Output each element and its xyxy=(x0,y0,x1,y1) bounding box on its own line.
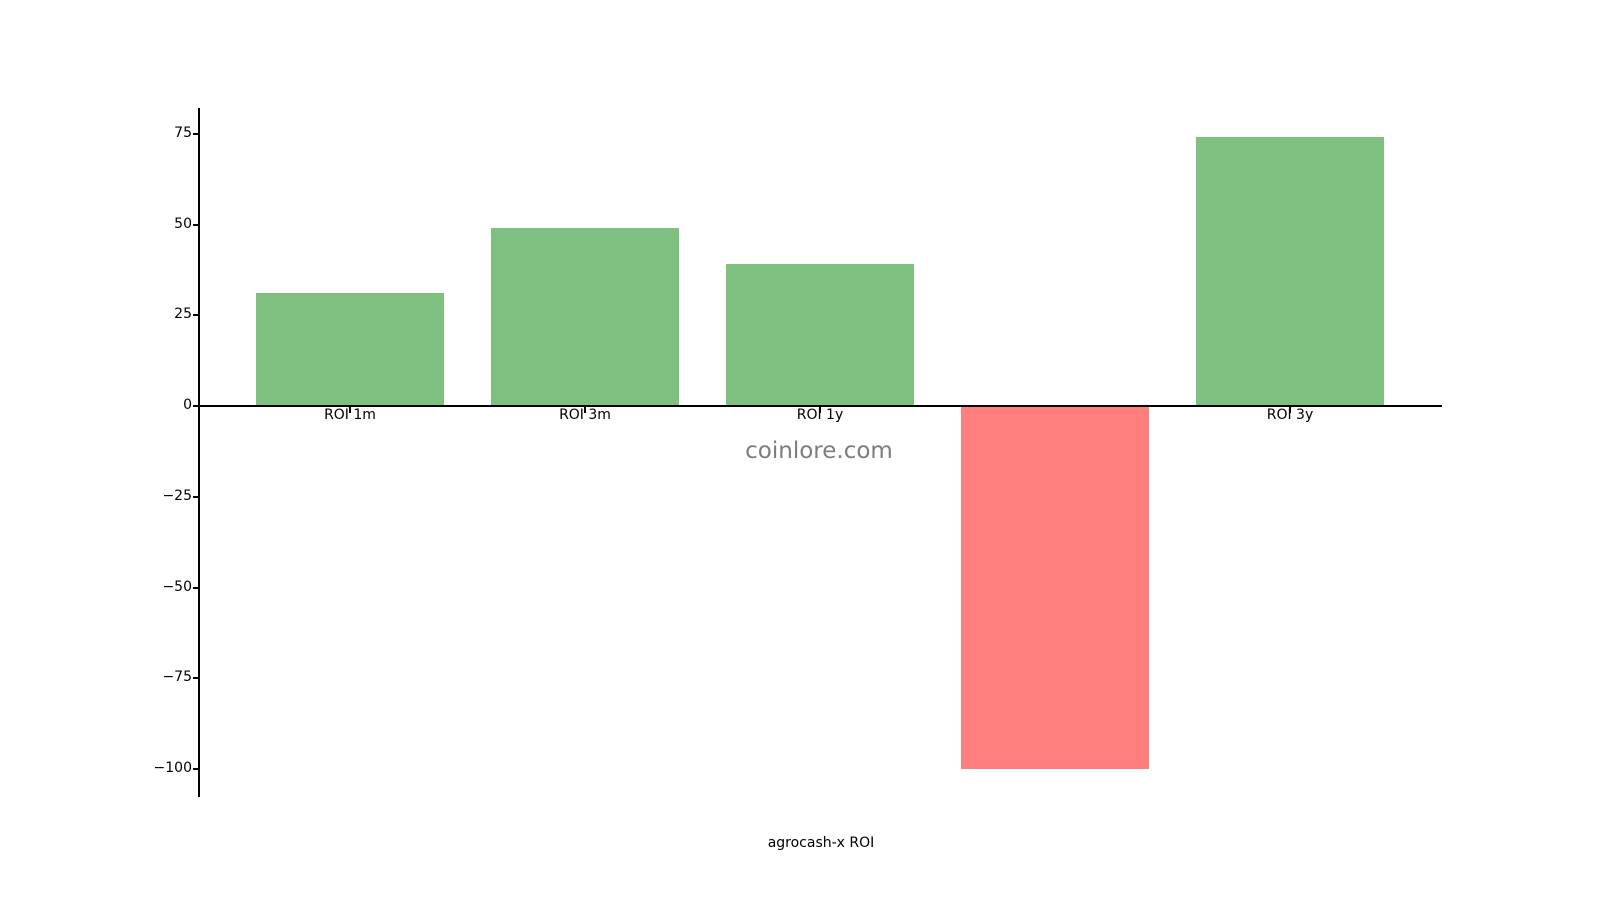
y-tick-label: 75 xyxy=(174,124,192,141)
y-tick-label: −75 xyxy=(162,669,192,686)
x-tick-label: ROI 3y xyxy=(1266,407,1314,423)
y-tick-mark xyxy=(193,495,200,498)
y-tick-mark xyxy=(193,677,200,680)
y-axis-spine xyxy=(198,108,200,797)
y-tick-mark xyxy=(193,314,200,317)
x-tick-mark xyxy=(349,406,351,413)
bar-4 xyxy=(961,406,1149,769)
y-tick-label: −50 xyxy=(162,578,192,595)
bar-roi-3y xyxy=(1196,137,1384,406)
x-tick-mark xyxy=(819,406,821,413)
x-tick-mark xyxy=(1289,406,1291,413)
x-tick-mark xyxy=(584,406,586,413)
y-tick-mark xyxy=(193,132,200,135)
x-tick-label: ROI 1m xyxy=(324,407,376,423)
watermark-text: coinlore.com xyxy=(745,438,893,464)
bar-roi-1y xyxy=(726,264,914,406)
x-axis-line xyxy=(198,405,1442,407)
y-tick-label: −100 xyxy=(153,760,192,776)
y-tick-label: 25 xyxy=(174,306,192,323)
y-tick-mark xyxy=(193,223,200,226)
y-tick-mark xyxy=(193,768,200,770)
bar-roi-3m xyxy=(491,228,679,406)
bar-roi-1m xyxy=(256,293,444,406)
y-tick-label: 50 xyxy=(174,215,192,232)
x-tick-label: ROI 1y xyxy=(796,407,844,423)
y-tick-label: −25 xyxy=(162,487,192,504)
y-tick-label: 0 xyxy=(183,397,192,413)
x-tick-label: ROI 3m xyxy=(559,407,611,423)
y-tick-mark xyxy=(193,586,200,589)
chart-title: agrocash-x ROI xyxy=(767,835,875,851)
y-tick-mark xyxy=(193,405,200,407)
